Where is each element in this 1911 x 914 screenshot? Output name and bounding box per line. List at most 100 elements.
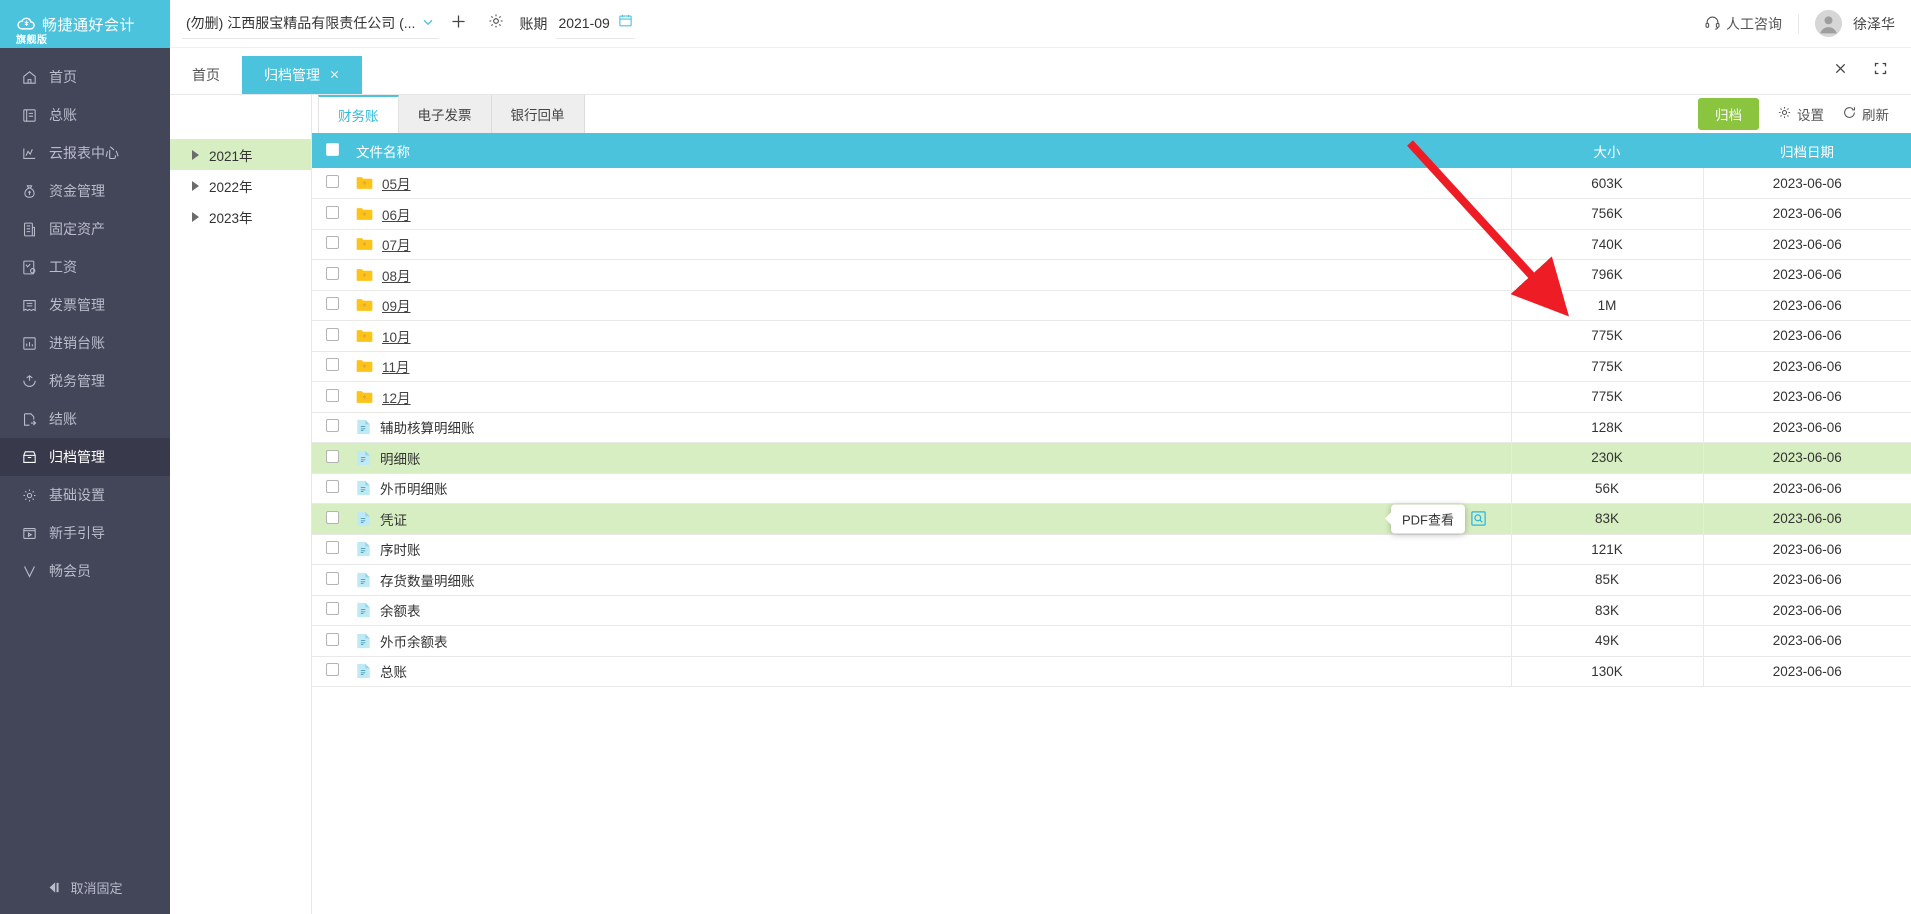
close-icon[interactable] <box>329 68 340 83</box>
triangle-right-icon[interactable] <box>192 211 199 222</box>
sidebar-item-tax-management[interactable]: 税务管理 <box>0 362 170 400</box>
checkbox-icon[interactable] <box>326 205 339 219</box>
table-row[interactable]: 存货数量明细账 85K 2023-06-06 <box>312 564 1911 596</box>
checkbox-icon[interactable] <box>326 236 339 250</box>
file-label: 外币余额表 <box>380 634 448 650</box>
table-row[interactable]: 06月 756K 2023-06-06 <box>312 198 1911 230</box>
checkbox-icon[interactable] <box>326 142 339 156</box>
checkbox-icon[interactable] <box>326 663 339 677</box>
support-chat-button[interactable]: 人工咨询 <box>1704 14 1782 34</box>
folder-link[interactable]: 11月 <box>382 360 410 376</box>
checkbox-icon[interactable] <box>326 480 339 494</box>
file-name-cell: 11月 <box>346 351 1511 382</box>
table-row[interactable]: 总账 130K 2023-06-06 <box>312 656 1911 687</box>
checkbox-icon[interactable] <box>326 327 339 341</box>
sidebar-item-archive-management[interactable]: 归档管理 <box>0 438 170 476</box>
sidebar-item-home[interactable]: 首页 <box>0 58 170 96</box>
cloud-logo-icon <box>16 14 37 35</box>
table-row[interactable]: 08月 796K 2023-06-06 <box>312 259 1911 291</box>
triangle-right-icon[interactable] <box>192 149 199 160</box>
checkbox-icon[interactable] <box>326 449 339 463</box>
sidebar-item-basic-settings[interactable]: 基础设置 <box>0 476 170 514</box>
sidebar-item-beginner-guide[interactable]: 新手引导 <box>0 514 170 552</box>
period-selector[interactable]: 账期 2021-09 <box>519 9 635 39</box>
sidebar-item-vip-member[interactable]: 畅会员 <box>0 552 170 590</box>
file-name-cell: 辅助核算明细账 <box>346 412 1511 443</box>
folder-link[interactable]: 12月 <box>382 390 411 406</box>
subtab-financial-books[interactable]: 财务账 <box>318 95 399 133</box>
year-tree-panel: 2021年 2022年 2023年 <box>170 95 312 914</box>
column-header-date[interactable]: 归档日期 <box>1703 133 1911 168</box>
sidebar-item-stock-ledger[interactable]: 进销台账 <box>0 324 170 362</box>
tree-node-2021[interactable]: 2021年 <box>170 139 311 170</box>
table-row[interactable]: 05月 603K 2023-06-06 <box>312 168 1911 199</box>
triangle-right-icon[interactable] <box>192 180 199 191</box>
checkbox-icon[interactable] <box>326 632 339 646</box>
tab-controls <box>1823 47 1911 94</box>
row-select-cell <box>312 351 346 382</box>
subtab-bank-receipt[interactable]: 银行回单 <box>491 95 585 133</box>
checkbox-icon[interactable] <box>326 266 339 280</box>
file-size-cell: 83K <box>1510 503 1704 535</box>
refresh-button[interactable]: 刷新 <box>1842 104 1889 124</box>
user-menu[interactable]: 徐泽华 <box>1815 10 1895 37</box>
checkbox-icon[interactable] <box>326 175 339 188</box>
sidebar-nav: 首页 总账 云报表中心 资金管理 <box>0 48 170 860</box>
checkbox-icon[interactable] <box>326 510 339 524</box>
tree-node-2023[interactable]: 2023年 <box>170 201 311 232</box>
pdf-preview-icon[interactable] <box>1470 510 1487 527</box>
checkbox-icon[interactable] <box>326 358 339 372</box>
settle-icon <box>20 410 38 428</box>
folder-link[interactable]: 10月 <box>382 329 411 345</box>
checkbox-icon[interactable] <box>326 571 339 585</box>
sidebar-item-settlement[interactable]: 结账 <box>0 400 170 438</box>
add-account-button[interactable] <box>439 5 477 43</box>
table-row[interactable]: 外币明细账 56K 2023-06-06 <box>312 473 1911 504</box>
folder-link[interactable]: 05月 <box>382 177 411 192</box>
archive-table: 文件名称 大小 归档日期 05月 603K 2023-06-06 06月 756K 202… <box>312 133 1911 687</box>
table-row[interactable]: 10月 775K 2023-06-06 <box>312 320 1911 352</box>
table-row[interactable]: 07月 740K 2023-06-06 <box>312 229 1911 260</box>
column-header-name[interactable]: 文件名称 <box>346 133 1511 168</box>
column-header-size[interactable]: 大小 <box>1511 133 1703 168</box>
folder-link[interactable]: 07月 <box>382 238 411 254</box>
close-all-tabs-button[interactable] <box>1823 54 1857 88</box>
sidebar-item-general-ledger[interactable]: 总账 <box>0 96 170 134</box>
archive-button[interactable]: 归档 <box>1698 98 1759 130</box>
topbar-settings-button[interactable] <box>477 5 515 43</box>
table-row[interactable]: 11月 775K 2023-06-06 <box>312 351 1911 382</box>
tree-node-2022[interactable]: 2022年 <box>170 170 311 201</box>
settings-button[interactable]: 设置 <box>1777 104 1824 124</box>
table-row[interactable]: 09月 1M 2023-06-06 <box>312 290 1911 321</box>
checkbox-icon[interactable] <box>326 541 339 555</box>
sidebar-collapse-label: 取消固定 <box>70 880 123 896</box>
fullscreen-button[interactable] <box>1863 54 1897 88</box>
folder-link[interactable]: 09月 <box>382 299 411 315</box>
sidebar-item-fund-management[interactable]: 资金管理 <box>0 172 170 210</box>
folder-link[interactable]: 08月 <box>382 268 411 284</box>
checkbox-icon[interactable] <box>326 419 339 433</box>
table-row[interactable]: 辅助核算明细账 128K 2023-06-06 <box>312 412 1911 443</box>
table-row[interactable]: 外币余额表 49K 2023-06-06 <box>312 625 1911 657</box>
tab-home[interactable]: 首页 <box>170 56 242 94</box>
sidebar-item-payroll[interactable]: 工资 <box>0 248 170 286</box>
checkbox-icon[interactable] <box>326 602 339 616</box>
sidebar-item-cloud-reports[interactable]: 云报表中心 <box>0 134 170 172</box>
table-row[interactable]: 明细账 230K 2023-06-06 <box>312 442 1911 474</box>
subtab-e-invoice[interactable]: 电子发票 <box>398 95 492 133</box>
checkbox-icon[interactable] <box>326 297 339 311</box>
sidebar-item-fixed-assets[interactable]: 固定资产 <box>0 210 170 248</box>
folder-link[interactable]: 06月 <box>382 207 411 223</box>
table-row[interactable]: 余额表 83K 2023-06-06 <box>312 595 1911 626</box>
table-header-row: 文件名称 大小 归档日期 <box>312 133 1911 168</box>
sidebar-item-invoice-management[interactable]: 发票管理 <box>0 286 170 324</box>
tab-archive-management[interactable]: 归档管理 <box>242 56 362 94</box>
company-selector[interactable]: (勿删) 江西服宝精品有限责任公司 (... <box>182 9 440 39</box>
folder-icon <box>356 390 373 404</box>
sidebar-collapse-toggle[interactable]: 取消固定 <box>0 860 170 914</box>
checkbox-icon[interactable] <box>326 388 339 402</box>
brand-logo[interactable]: 畅捷通好会计 旗舰版 <box>0 0 170 48</box>
table-row[interactable]: 凭证 PDF查看 83K 2023-06-06 <box>312 503 1911 535</box>
table-row[interactable]: 12月 775K 2023-06-06 <box>312 381 1911 413</box>
table-row[interactable]: 序时账 121K 2023-06-06 <box>312 534 1911 565</box>
